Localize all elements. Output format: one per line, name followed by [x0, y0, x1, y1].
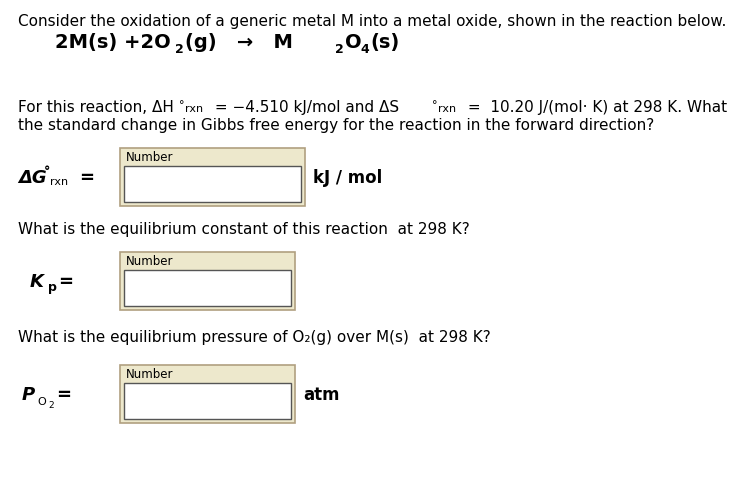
Text: 2: 2	[48, 401, 53, 409]
Text: kJ / mol: kJ / mol	[313, 169, 383, 187]
Text: ΔG: ΔG	[18, 169, 47, 187]
Bar	[120, 148, 305, 206]
Text: 2: 2	[335, 43, 344, 56]
Text: =  10.20 J/(mol· K) at 298 K. What is: = 10.20 J/(mol· K) at 298 K. What is	[463, 100, 730, 115]
Text: 2: 2	[175, 43, 184, 56]
Text: the standard change in Gibbs free energy for the reaction in the forward directi: the standard change in Gibbs free energy…	[18, 118, 654, 133]
Bar	[120, 252, 295, 310]
Text: O: O	[345, 33, 361, 52]
Text: O: O	[37, 397, 46, 407]
Bar	[120, 365, 295, 423]
Text: = −4.510 kJ/mol and ΔS: = −4.510 kJ/mol and ΔS	[210, 100, 399, 115]
Text: atm: atm	[303, 386, 339, 404]
Bar	[124, 383, 291, 419]
Text: rxn: rxn	[185, 104, 203, 114]
Text: rxn: rxn	[50, 177, 68, 187]
Text: (s): (s)	[370, 33, 399, 52]
Text: For this reaction, ΔH: For this reaction, ΔH	[18, 100, 174, 115]
Bar	[124, 166, 301, 202]
Text: =: =	[79, 169, 94, 187]
Text: P: P	[22, 386, 35, 404]
Text: °: °	[44, 165, 50, 179]
Text: Number: Number	[126, 255, 174, 268]
Text: Number: Number	[126, 368, 174, 381]
Text: rxn: rxn	[438, 104, 456, 114]
Text: (g)   →   M: (g) → M	[185, 33, 293, 52]
Text: What is the equilibrium pressure of O₂(g) over M(s)  at 298 K?: What is the equilibrium pressure of O₂(g…	[18, 330, 491, 345]
Text: 2M(s) +2O: 2M(s) +2O	[55, 33, 171, 52]
Text: Consider the oxidation of a generic metal M into a metal oxide, shown in the rea: Consider the oxidation of a generic meta…	[18, 14, 726, 29]
Text: =: =	[58, 273, 73, 291]
Text: =: =	[56, 386, 71, 404]
Bar	[124, 270, 291, 306]
Text: °: °	[432, 100, 437, 110]
Text: °: °	[179, 100, 185, 110]
Text: p: p	[48, 281, 57, 295]
Text: Number: Number	[126, 151, 174, 164]
Text: What is the equilibrium constant of this reaction  at 298 K?: What is the equilibrium constant of this…	[18, 222, 469, 237]
Text: 4: 4	[360, 43, 369, 56]
Text: K: K	[30, 273, 44, 291]
